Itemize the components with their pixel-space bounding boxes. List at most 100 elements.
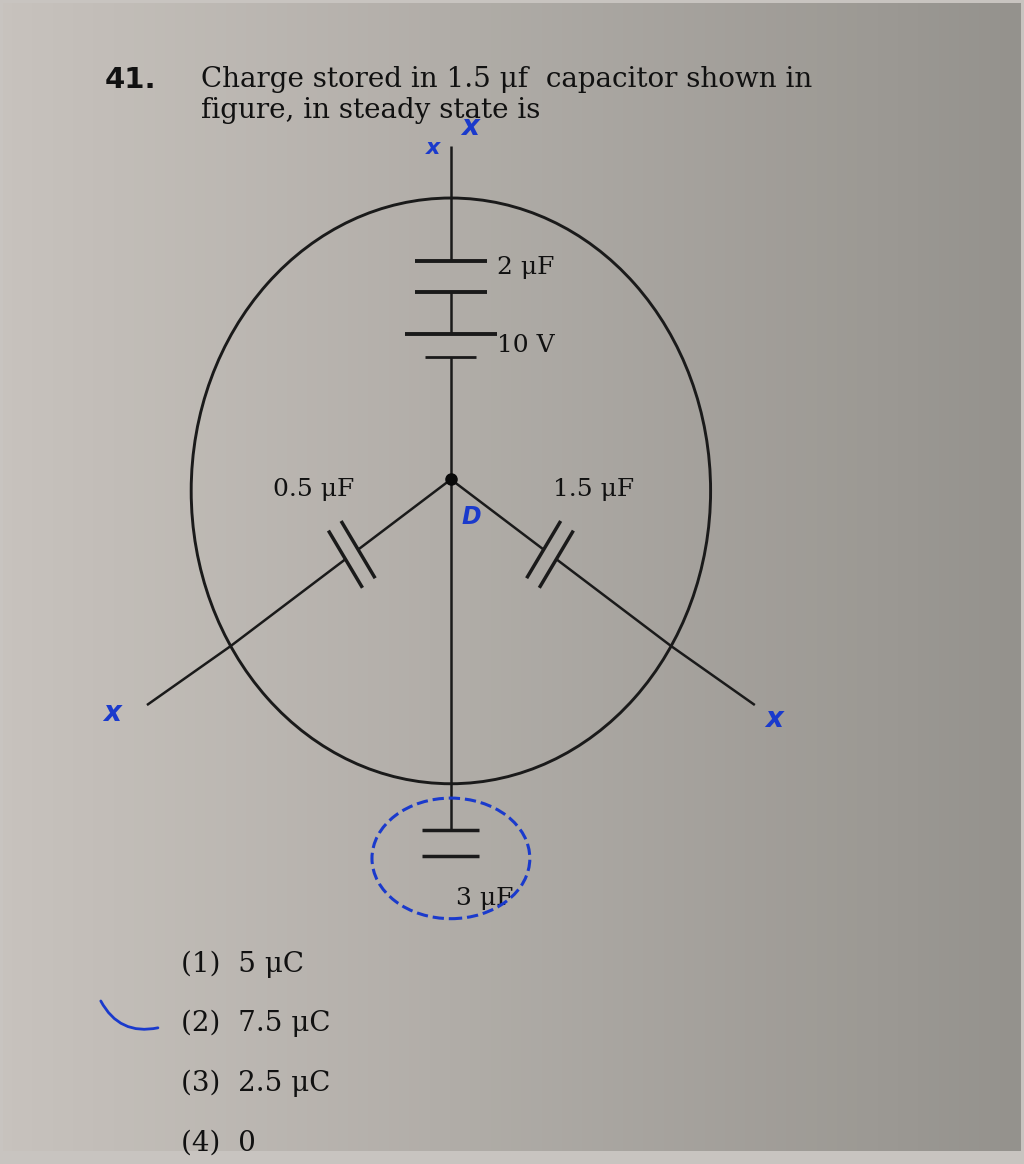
Text: D: D: [461, 505, 480, 528]
Bar: [654, 2, 665, 1151]
Bar: [411, 2, 420, 1151]
Bar: [451, 2, 461, 1151]
Text: x: x: [765, 705, 783, 733]
Text: Charge stored in 1.5 μf  capacitor shown in
figure, in steady state is: Charge stored in 1.5 μf capacitor shown …: [202, 66, 813, 125]
Bar: [757, 2, 767, 1151]
Bar: [981, 2, 990, 1151]
Bar: [380, 2, 390, 1151]
Bar: [899, 2, 909, 1151]
Bar: [308, 2, 318, 1151]
Bar: [440, 2, 451, 1151]
Bar: [156, 2, 166, 1151]
Bar: [1000, 2, 1011, 1151]
Text: 41.: 41.: [104, 66, 157, 94]
Bar: [675, 2, 685, 1151]
Bar: [716, 2, 726, 1151]
Bar: [838, 2, 848, 1151]
Bar: [176, 2, 186, 1151]
Bar: [695, 2, 706, 1151]
Bar: [104, 2, 115, 1151]
Bar: [420, 2, 430, 1151]
Bar: [522, 2, 532, 1151]
Bar: [217, 2, 227, 1151]
Text: 2 μF: 2 μF: [497, 256, 554, 279]
Bar: [827, 2, 838, 1151]
Bar: [471, 2, 481, 1151]
Bar: [848, 2, 858, 1151]
Bar: [43, 2, 53, 1151]
Bar: [74, 2, 84, 1151]
Text: x: x: [461, 113, 479, 141]
Bar: [512, 2, 522, 1151]
Bar: [879, 2, 889, 1151]
Bar: [665, 2, 675, 1151]
Bar: [736, 2, 746, 1151]
Text: x: x: [425, 137, 439, 158]
Text: 1.5 μF: 1.5 μF: [553, 477, 634, 501]
Bar: [227, 2, 237, 1151]
Bar: [329, 2, 339, 1151]
Bar: [63, 2, 74, 1151]
Bar: [166, 2, 176, 1151]
Text: 10 V: 10 V: [497, 334, 554, 356]
Bar: [990, 2, 1000, 1151]
Bar: [115, 2, 125, 1151]
Bar: [868, 2, 879, 1151]
Bar: [53, 2, 63, 1151]
Bar: [278, 2, 288, 1151]
Bar: [961, 2, 971, 1151]
Bar: [817, 2, 827, 1151]
Bar: [400, 2, 411, 1151]
Bar: [746, 2, 757, 1151]
Bar: [318, 2, 329, 1151]
Bar: [288, 2, 298, 1151]
Bar: [492, 2, 502, 1151]
Text: (2)  7.5 μC: (2) 7.5 μC: [181, 1010, 331, 1037]
Text: (1)  5 μC: (1) 5 μC: [181, 950, 304, 978]
Bar: [267, 2, 278, 1151]
Bar: [94, 2, 104, 1151]
Bar: [971, 2, 981, 1151]
Bar: [594, 2, 604, 1151]
Bar: [359, 2, 370, 1151]
Text: x: x: [103, 700, 122, 728]
Bar: [145, 2, 156, 1151]
Bar: [207, 2, 217, 1151]
Bar: [1011, 2, 1021, 1151]
Bar: [858, 2, 868, 1151]
Bar: [797, 2, 807, 1151]
Bar: [186, 2, 197, 1151]
Bar: [807, 2, 817, 1151]
Bar: [461, 2, 471, 1151]
Bar: [3, 2, 13, 1151]
Text: 3 μF: 3 μF: [456, 887, 513, 910]
Bar: [613, 2, 624, 1151]
Bar: [726, 2, 736, 1151]
Bar: [584, 2, 594, 1151]
Bar: [481, 2, 492, 1151]
Bar: [125, 2, 135, 1151]
Bar: [644, 2, 654, 1151]
Bar: [950, 2, 961, 1151]
Bar: [502, 2, 512, 1151]
Bar: [634, 2, 644, 1151]
Bar: [84, 2, 94, 1151]
Bar: [430, 2, 440, 1151]
Bar: [604, 2, 613, 1151]
Bar: [889, 2, 899, 1151]
Bar: [909, 2, 920, 1151]
Bar: [339, 2, 349, 1151]
Bar: [553, 2, 563, 1151]
Bar: [237, 2, 247, 1151]
Bar: [624, 2, 634, 1151]
Bar: [543, 2, 553, 1151]
Bar: [787, 2, 797, 1151]
Bar: [920, 2, 930, 1151]
Bar: [685, 2, 695, 1151]
Bar: [390, 2, 400, 1151]
Bar: [777, 2, 787, 1151]
Text: 0.5 μF: 0.5 μF: [272, 477, 354, 501]
Bar: [257, 2, 267, 1151]
Bar: [135, 2, 145, 1151]
Bar: [247, 2, 257, 1151]
